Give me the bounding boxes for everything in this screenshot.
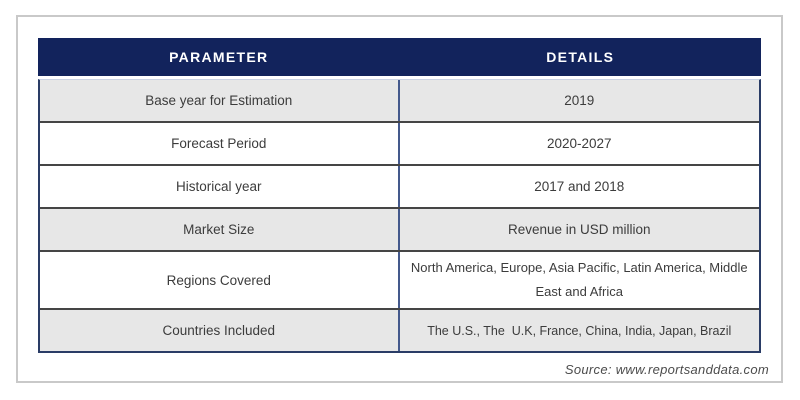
parameter-cell: Historical year [40, 166, 400, 207]
details-cell: 2019 [564, 93, 595, 108]
source-attribution: Source: www.reportsanddata.com [564, 362, 769, 377]
header-cell-parameter: PARAMETER [169, 49, 269, 65]
parameter-cell: Countries Included [40, 310, 400, 351]
table-row-countries-included: Countries Included The U.S., The U.K, Fr… [40, 310, 759, 351]
header-cell-details: DETAILS [546, 49, 615, 65]
table-row-historical-year: Historical year 2017 and 2018 [40, 166, 759, 209]
details-cell: Revenue in USD million [507, 222, 651, 237]
table-row-regions-covered: Regions Covered North America, Europe, A… [40, 252, 759, 310]
table-body: Base year for Estimation 2019 Forecast P… [38, 79, 761, 353]
details-cell: The U.S., The U.K, France, China, India,… [427, 323, 732, 338]
report-scope-table: PARAMETER DETAILS Base year for Estimati… [38, 38, 761, 353]
parameter-cell: Regions Covered [40, 252, 400, 308]
table-header-row: PARAMETER DETAILS [38, 38, 761, 76]
table-row-market-size: Market Size Revenue in USD million [40, 209, 759, 252]
details-cell: North America, Europe, Asia Pacific, Lat… [410, 260, 752, 299]
parameter-cell: Market Size [40, 209, 400, 250]
details-cell: 2017 and 2018 [534, 179, 625, 194]
table-row-forecast-period: Forecast Period 2020-2027 [40, 123, 759, 166]
parameter-cell: Base year for Estimation [40, 80, 400, 121]
details-cell: 2020-2027 [546, 136, 612, 151]
table-row-base-year: Base year for Estimation 2019 [40, 80, 759, 123]
content-frame: PARAMETER DETAILS Base year for Estimati… [16, 15, 783, 383]
parameter-cell: Forecast Period [40, 123, 400, 164]
